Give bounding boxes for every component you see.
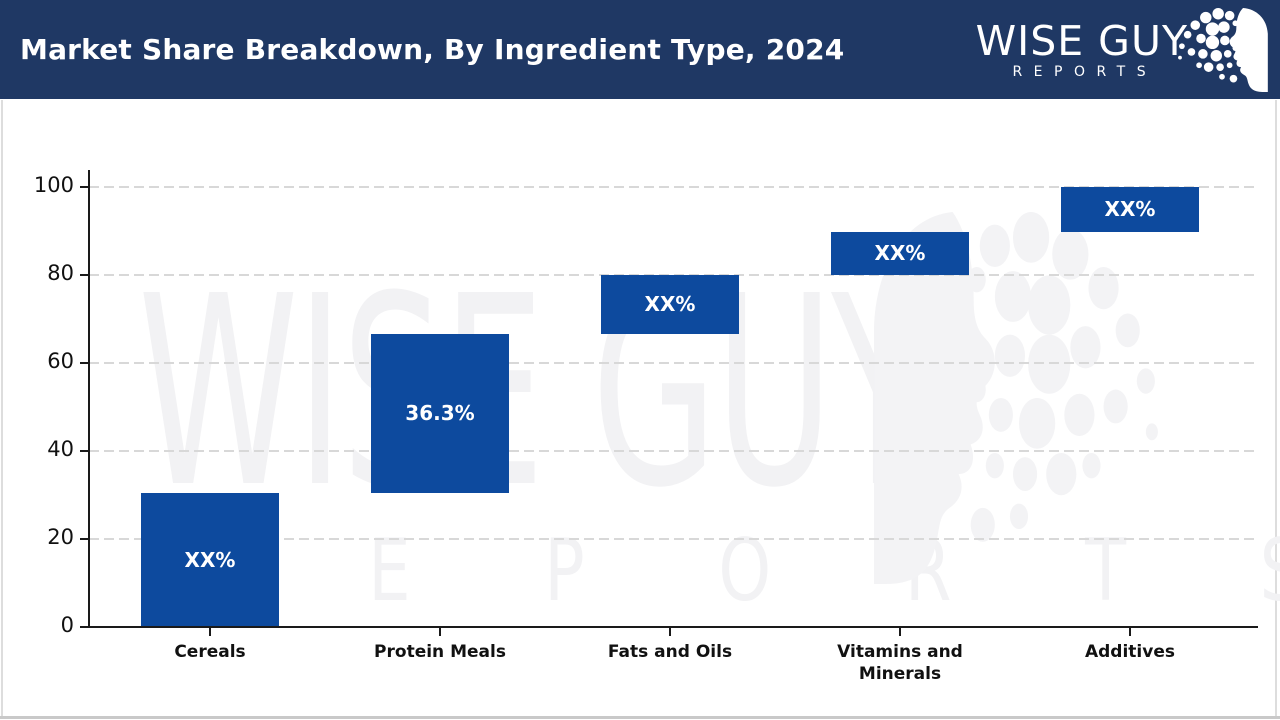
logo-text: WISE GUY REPORTS [975,16,1188,81]
y-tick-mark [80,274,89,276]
y-tick-mark [80,450,89,452]
x-axis-line [88,626,1258,628]
bar-value-label: XX% [184,548,236,573]
x-tick-label: Protein Meals [374,642,506,662]
bar-protein-meals: 36.3% [371,333,509,494]
x-tick-mark [209,627,211,636]
gridline [89,362,1258,364]
y-tick-mark [80,626,89,628]
watermark-face-icon [874,212,1158,584]
x-tick-label: Additives [1084,642,1175,662]
bar-value-label: XX% [874,241,926,266]
page-border-right [1275,100,1277,716]
bar-fats-and-oils: XX% [601,274,739,334]
x-tick-mark [1129,627,1131,636]
x-tick-label: Cereals [174,642,246,662]
y-tick-label: 100 [33,173,74,197]
x-tick-mark [899,627,901,636]
y-axis-line [88,170,90,628]
page-title: Market Share Breakdown, By Ingredient Ty… [20,33,845,66]
bar-value-label: XX% [644,292,696,317]
gridline [89,186,1258,188]
bar-additives: XX% [1061,187,1199,232]
y-tick-mark [80,538,89,540]
watermark-subtitle: R E P O R T S [188,521,1280,621]
logo-wordmark: WISE GUY [975,16,1188,65]
page-border-bottom [0,716,1280,719]
logo-face-icon [1178,8,1268,92]
bar-cereals: XX% [141,493,279,627]
bar-value-label: XX% [1104,197,1156,222]
y-tick-label: 60 [47,349,74,373]
gridline [89,450,1258,452]
page-border-left [1,100,3,716]
x-tick-mark [439,627,441,636]
y-tick-label: 80 [47,261,74,285]
x-tick-label: Fats and Oils [607,642,733,662]
watermark-wordmark: WISE GUY [138,240,931,545]
header-bar: Market Share Breakdown, By Ingredient Ty… [0,0,1280,99]
y-tick-label: 20 [47,525,74,549]
y-tick-label: 40 [47,437,74,461]
y-tick-mark [80,186,89,188]
gridline [89,538,1258,540]
logo-subtitle: REPORTS [1012,64,1158,81]
bar-vitamins-and-minerals: XX% [831,231,969,275]
y-tick-mark [80,362,89,364]
x-tick-label: Vitamins and Minerals [837,642,963,685]
x-tick-mark [669,627,671,636]
bar-value-label: 36.3% [405,401,475,426]
wise-guy-logo: WISE GUY REPORTS [976,6,1270,94]
y-tick-label: 0 [60,613,74,637]
